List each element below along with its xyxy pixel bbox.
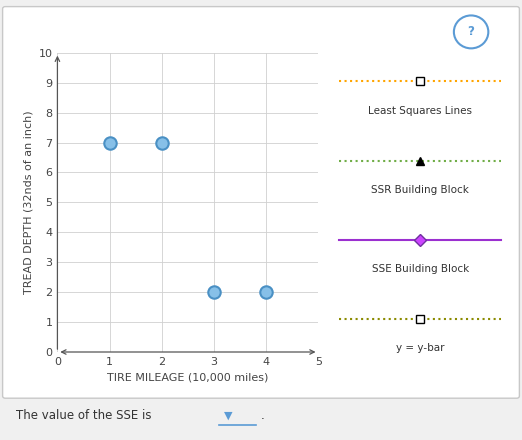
Text: ▼: ▼ [224, 411, 233, 421]
Point [210, 289, 218, 296]
Text: .: . [261, 409, 265, 422]
Point [158, 139, 166, 146]
Text: ?: ? [468, 26, 474, 38]
Point [105, 139, 114, 146]
Text: SSE Building Block: SSE Building Block [372, 264, 469, 274]
Text: Least Squares Lines: Least Squares Lines [368, 106, 472, 116]
Text: SSR Building Block: SSR Building Block [371, 185, 469, 195]
Y-axis label: TREAD DEPTH (32nds of an inch): TREAD DEPTH (32nds of an inch) [23, 110, 33, 294]
X-axis label: TIRE MILEAGE (10,000 miles): TIRE MILEAGE (10,000 miles) [107, 372, 269, 382]
Text: y = y-bar: y = y-bar [396, 343, 444, 353]
Text: The value of the SSE is: The value of the SSE is [16, 409, 151, 422]
Point [262, 289, 270, 296]
